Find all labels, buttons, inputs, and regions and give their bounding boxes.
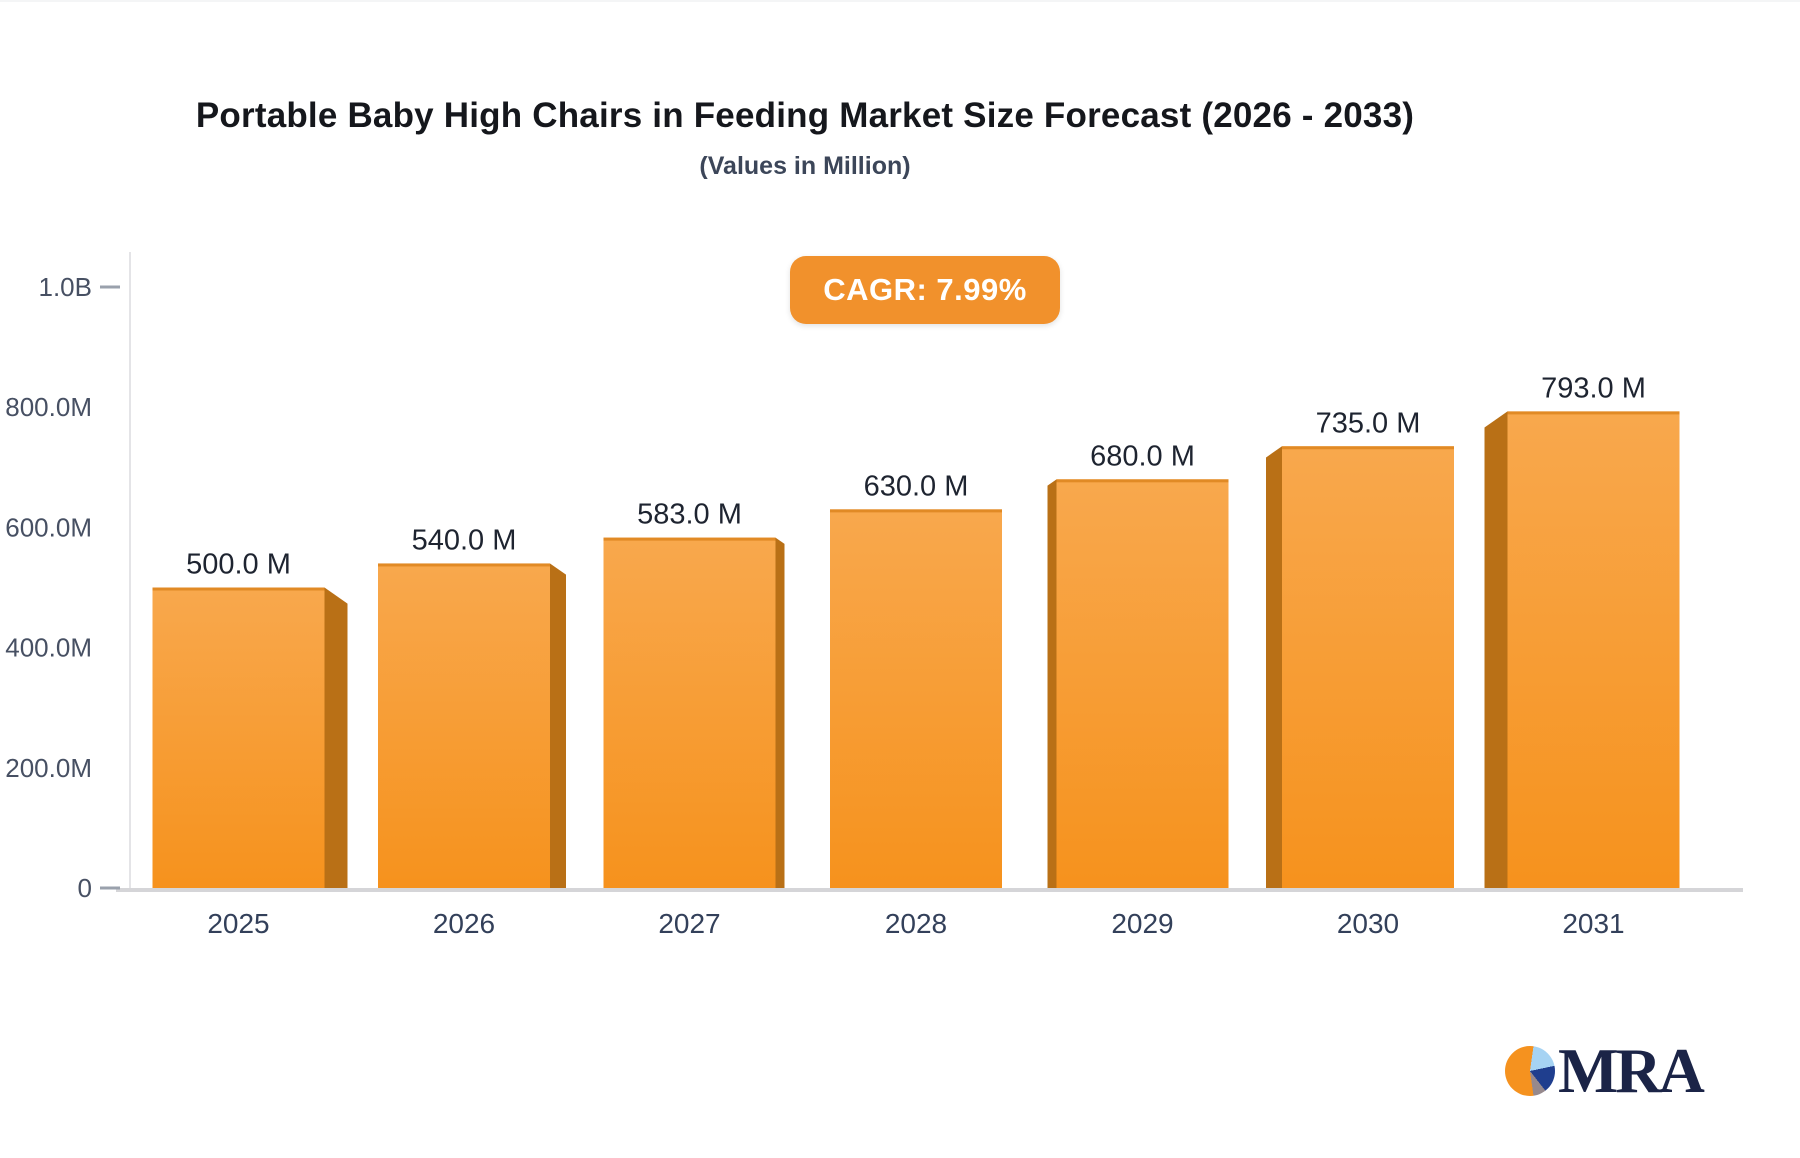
x-axis-category-label: 2031 [1562,908,1624,939]
x-axis-category-label: 2030 [1337,908,1399,939]
bar-front-face [1056,479,1229,888]
page-title: Portable Baby High Chairs in Feeding Mar… [195,96,1415,135]
bar-front-face [152,587,325,888]
bar-top-edge [603,537,776,541]
x-axis-category-label: 2025 [207,908,269,939]
bar-value-label: 680.0 M [1090,440,1195,472]
y-axis-label: 600.0M [5,512,92,542]
y-axis-label: 0 [78,873,92,903]
y-axis-label: 800.0M [5,392,92,422]
bar-top-edge [1507,411,1680,415]
bar-value-label: 793.0 M [1541,372,1646,404]
bar-2028: 630.0 M 2028 [830,470,1002,939]
logo-text: MRA [1558,1035,1705,1106]
bar-value-label: 735.0 M [1316,407,1421,439]
bar-front-face [378,563,550,888]
bar-top-edge [1056,479,1229,483]
bar-2029: 680.0 M 2029 [1047,440,1229,939]
bar-top-edge [152,587,325,591]
bar-top-edge [378,563,550,567]
brand-logo: MRA [1505,1035,1705,1106]
bar-value-label: 500.0 M [186,549,291,581]
bar-front-face [1282,446,1454,888]
y-axis-label: 1.0B [39,272,93,302]
bar-top-edge [1282,446,1454,450]
bar-2030: 735.0 M 2030 [1266,407,1454,939]
bar-2025: 500.0 M 2025 [152,549,348,939]
logo-pie-icon [1505,1046,1555,1096]
bar-front-face [830,509,1002,888]
bar-side-face [550,563,566,888]
y-axis-label: 400.0M [5,633,92,663]
bar-2027: 583.0 M 2027 [603,499,785,939]
bar-side-face [1484,411,1508,888]
bar-side-face [1047,479,1057,888]
bar-front-face [603,537,776,888]
x-axis-category-label: 2026 [433,908,495,939]
y-axis-label: 200.0M [5,753,92,783]
cagr-badge-label: CAGR: 7.99% [823,272,1027,307]
bar-value-label: 630.0 M [864,470,969,502]
bar-top-edge [830,509,1002,513]
x-axis-category-label: 2027 [658,908,720,939]
bar-2026: 540.0 M 2026 [378,524,566,939]
bar-2031: 793.0 M 2031 [1484,372,1680,939]
page-subtitle: (Values in Million) [699,152,911,180]
bar-side-face [775,537,785,888]
bar-value-label: 540.0 M [412,524,517,556]
bar-front-face [1507,411,1680,888]
cagr-badge: CAGR: 7.99% [790,256,1060,324]
bar-side-face [1266,446,1282,888]
bar-side-face [324,587,348,888]
bar-value-label: 583.0 M [637,499,742,531]
x-axis-category-label: 2029 [1111,908,1173,939]
x-axis-category-label: 2028 [885,908,947,939]
